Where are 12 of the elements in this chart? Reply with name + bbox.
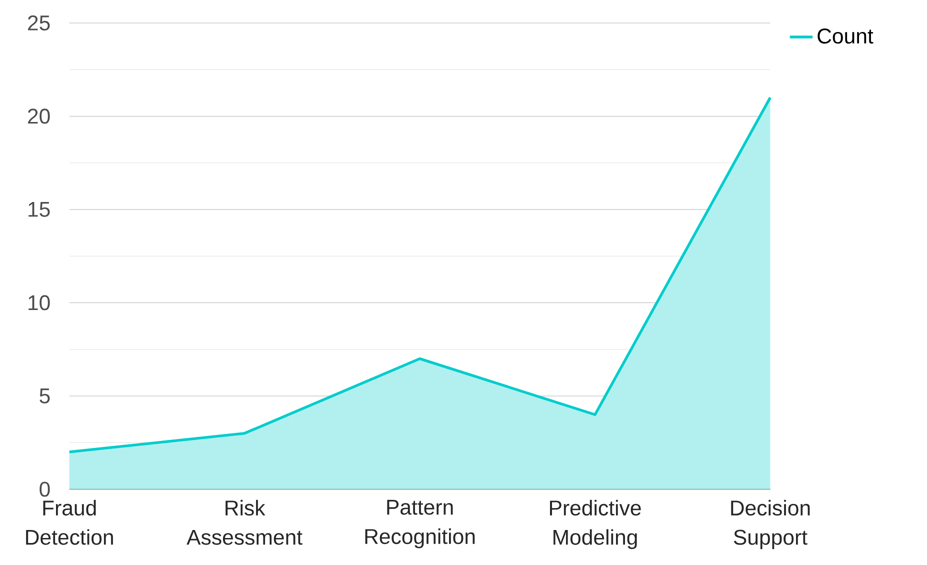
x-tick-label: Decision Support: [731, 500, 810, 550]
y-tick-label: 0: [40, 482, 50, 497]
y-tick-label: 15: [28, 202, 50, 217]
x-tick-label: Predictive Modeling: [550, 500, 641, 550]
y-tick-label: 10: [28, 295, 50, 310]
x-tick-label: Pattern Recognition: [365, 500, 475, 548]
legend-label: Count: [818, 28, 874, 44]
x-tick-label: Fraud Detection: [26, 500, 113, 545]
y-tick-label: 20: [28, 108, 50, 124]
x-tick-label: Risk Assessment: [186, 500, 302, 545]
y-tick-label: 25: [28, 15, 50, 30]
y-tick-label: 5: [40, 388, 50, 404]
